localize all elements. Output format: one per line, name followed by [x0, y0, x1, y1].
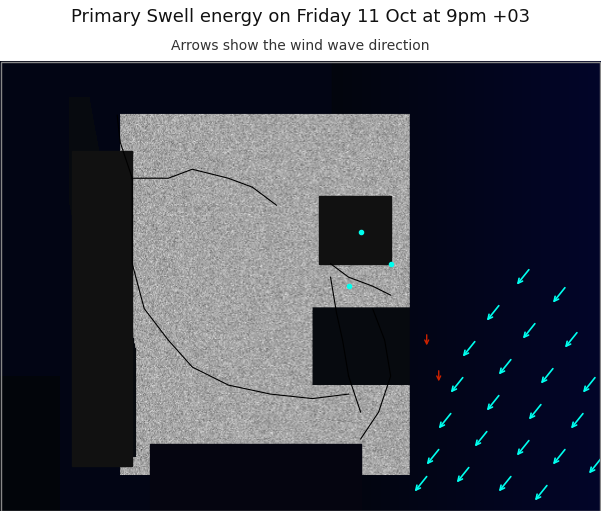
Bar [371, 61, 385, 511]
Bar [480, 61, 493, 511]
Bar [358, 61, 371, 511]
Text: Arrows show the wind wave direction: Arrows show the wind wave direction [171, 39, 430, 53]
Bar [385, 61, 398, 511]
Bar [398, 61, 412, 511]
Bar [319, 196, 391, 264]
Bar [331, 61, 344, 511]
Bar [72, 151, 132, 466]
Text: Primary Swell energy on Friday 11 Oct at 9pm +03: Primary Swell energy on Friday 11 Oct at… [71, 8, 530, 26]
Bar [574, 61, 587, 511]
Bar [561, 61, 574, 511]
Bar [520, 61, 534, 511]
Bar [331, 61, 601, 511]
Bar [344, 61, 358, 511]
Bar [150, 444, 361, 511]
Bar [506, 61, 520, 511]
Bar [439, 61, 452, 511]
Bar [426, 61, 439, 511]
Bar [493, 61, 506, 511]
Bar [547, 61, 560, 511]
Bar [412, 61, 426, 511]
Bar [534, 61, 547, 511]
Bar [588, 61, 601, 511]
Bar [453, 61, 466, 511]
Bar [466, 61, 480, 511]
